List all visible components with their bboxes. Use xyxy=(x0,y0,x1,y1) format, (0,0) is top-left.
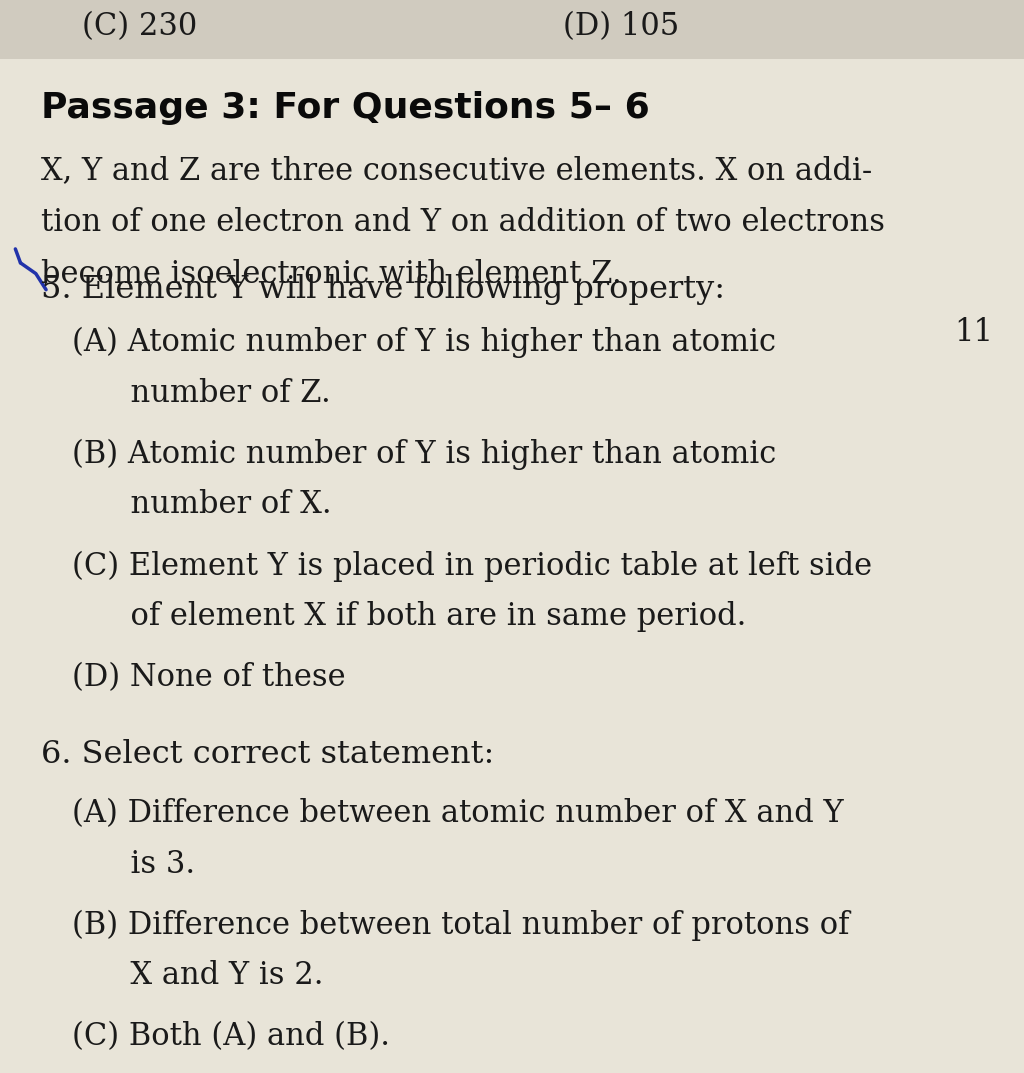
Text: X, Y and Z are three consecutive elements. X on addi-: X, Y and Z are three consecutive element… xyxy=(41,156,872,187)
Text: number of X.: number of X. xyxy=(72,489,332,520)
Text: (A) Atomic number of Y is higher than atomic: (A) Atomic number of Y is higher than at… xyxy=(72,327,776,358)
Text: (B) Atomic number of Y is higher than atomic: (B) Atomic number of Y is higher than at… xyxy=(72,439,776,470)
Text: 11: 11 xyxy=(954,317,993,348)
Text: become isoelectronic with element Z.: become isoelectronic with element Z. xyxy=(41,259,622,290)
Text: (D) None of these: (D) None of these xyxy=(72,662,345,693)
Text: (C) 230: (C) 230 xyxy=(82,12,198,42)
Text: (C) Both (A) and (B).: (C) Both (A) and (B). xyxy=(72,1021,390,1053)
Text: 6. Select correct statement:: 6. Select correct statement: xyxy=(41,739,495,770)
Text: (B) Difference between total number of protons of: (B) Difference between total number of p… xyxy=(72,910,849,941)
Text: (D) 105: (D) 105 xyxy=(563,12,680,42)
Text: number of Z.: number of Z. xyxy=(72,378,331,409)
Text: (A) Difference between atomic number of X and Y: (A) Difference between atomic number of … xyxy=(72,798,844,829)
Text: of element X if both are in same period.: of element X if both are in same period. xyxy=(72,601,746,632)
Text: tion of one electron and Y on addition of two electrons: tion of one electron and Y on addition o… xyxy=(41,207,885,238)
Text: X and Y is 2.: X and Y is 2. xyxy=(72,960,324,991)
Text: (C) Element Y is placed in periodic table at left side: (C) Element Y is placed in periodic tabl… xyxy=(72,550,871,582)
Text: 5. Element Y will have following property:: 5. Element Y will have following propert… xyxy=(41,274,725,305)
Text: is 3.: is 3. xyxy=(72,849,195,880)
Bar xyxy=(0,0,1024,59)
Text: Passage 3: For Questions 5– 6: Passage 3: For Questions 5– 6 xyxy=(41,91,649,126)
